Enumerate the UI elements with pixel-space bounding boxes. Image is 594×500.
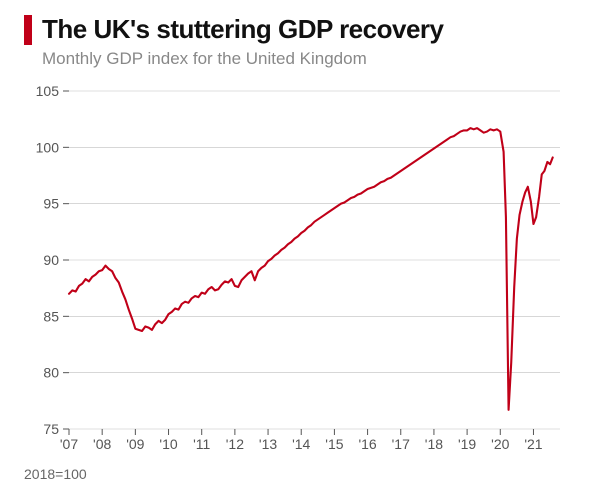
x-tick-label: '14 (292, 436, 310, 452)
x-tick-label: '09 (126, 436, 144, 452)
x-tick-label: '11 (193, 436, 210, 452)
y-tick-label: 100 (36, 139, 60, 155)
x-tick-label: '07 (60, 436, 78, 452)
x-tick-label: '08 (93, 436, 111, 452)
x-tick-label: '12 (226, 436, 244, 452)
x-tick-label: '13 (259, 436, 277, 452)
y-tick-label: 80 (43, 365, 59, 381)
y-tick-label: 90 (43, 252, 59, 268)
x-tick-label: '20 (491, 436, 509, 452)
x-tick-label: '15 (325, 436, 343, 452)
x-tick-label: '10 (159, 436, 177, 452)
x-tick-label: '18 (425, 436, 443, 452)
accent-bar (24, 15, 32, 45)
y-tick-label: 85 (43, 308, 59, 324)
x-tick-label: '21 (524, 436, 542, 452)
chart-subtitle: Monthly GDP index for the United Kingdom (42, 49, 570, 69)
x-tick-label: '16 (358, 436, 376, 452)
x-tick-label: '17 (392, 436, 410, 452)
title-bar: The UK's stuttering GDP recovery (24, 14, 570, 45)
chart-area: 75 80 85 90 95 100 105 '07 '08 '09 '10 '11 '12 '13 '14… (24, 83, 570, 460)
line-chart: 75 80 85 90 95 100 105 '07 '08 '09 '10 '11 '12 '13 '14… (24, 83, 570, 455)
chart-title: The UK's stuttering GDP recovery (42, 14, 444, 45)
y-tick-label: 75 (43, 421, 59, 437)
y-tick-label: 105 (36, 83, 60, 99)
y-tick-label: 95 (43, 196, 59, 212)
chart-footnote: 2018=100 (24, 466, 570, 482)
x-tick-label: '19 (458, 436, 476, 452)
